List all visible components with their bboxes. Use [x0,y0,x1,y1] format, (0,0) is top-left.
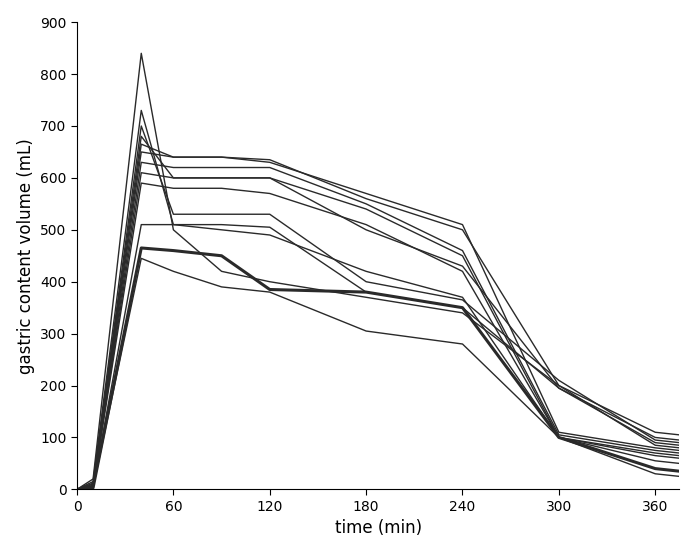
X-axis label: time (min): time (min) [335,519,422,537]
Y-axis label: gastric content volume (mL): gastric content volume (mL) [17,138,35,373]
